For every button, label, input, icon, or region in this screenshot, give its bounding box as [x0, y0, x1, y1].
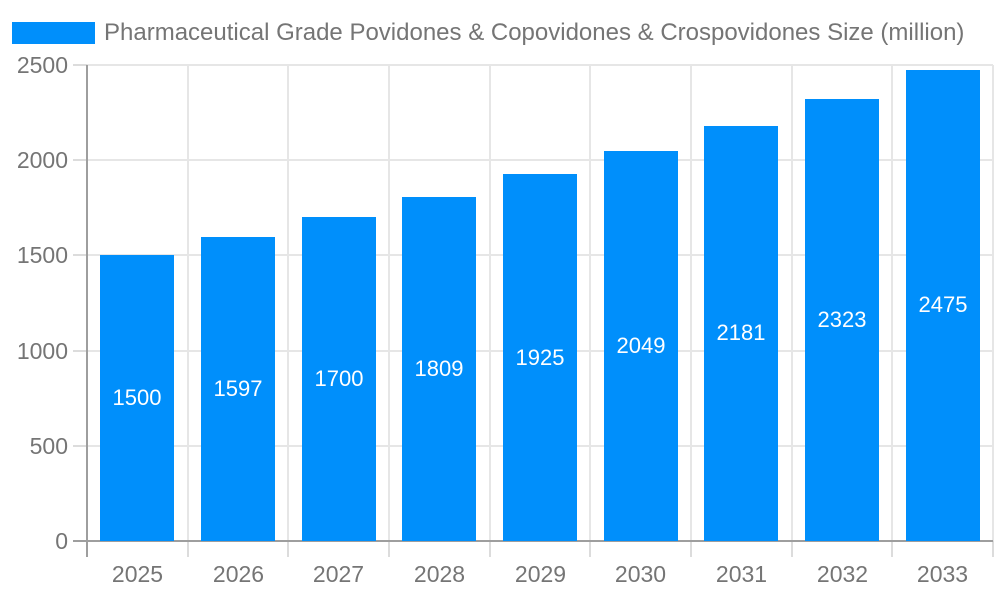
y-axis-line: [86, 65, 88, 557]
x-tick-label: 2030: [614, 561, 667, 587]
y-tick-label: 2500: [16, 52, 68, 78]
bar-value-label: 1597: [213, 376, 263, 401]
bar-value-label: 2181: [716, 320, 766, 345]
x-tick-label: 2028: [413, 561, 466, 587]
y-tick-label: 500: [29, 433, 68, 459]
bar-value-label: 1500: [112, 385, 162, 410]
chart-title: Pharmaceutical Grade Povidones & Copovid…: [104, 19, 965, 46]
v-gridline: [992, 65, 994, 541]
x-axis-tick: [891, 541, 893, 557]
y-tick-label: 0: [55, 528, 68, 554]
v-gridline: [187, 65, 189, 541]
x-tick-label: 2027: [312, 561, 365, 587]
bar[interactable]: [906, 70, 980, 541]
y-tick-label: 1500: [16, 242, 68, 268]
y-axis-tick: [73, 350, 87, 352]
bar-value-label: 2323: [817, 307, 867, 332]
bar-value-label: 1700: [314, 366, 364, 391]
x-tick-label: 2033: [916, 561, 969, 587]
y-axis-tick: [73, 445, 87, 447]
x-tick-label: 2026: [212, 561, 265, 587]
bar[interactable]: [100, 255, 174, 541]
h-gridline: [87, 64, 993, 66]
bar[interactable]: [805, 99, 879, 541]
legend-swatch-icon: [12, 22, 95, 44]
x-axis-tick: [690, 541, 692, 557]
x-axis-tick: [992, 541, 994, 557]
legend-item[interactable]: Pharmaceutical Grade Povidones & Copovid…: [12, 21, 964, 45]
bar-value-label: 2049: [616, 333, 666, 358]
x-axis-tick: [187, 541, 189, 557]
bar-value-label: 2475: [918, 292, 968, 317]
v-gridline: [589, 65, 591, 541]
bar-value-label: 1809: [414, 356, 464, 381]
v-gridline: [388, 65, 390, 541]
y-tick-label: 2000: [16, 147, 68, 173]
v-gridline: [287, 65, 289, 541]
x-axis-tick: [589, 541, 591, 557]
bar[interactable]: [503, 174, 577, 541]
y-axis-tick: [73, 64, 87, 66]
x-axis-tick: [791, 541, 793, 557]
v-gridline: [891, 65, 893, 541]
bar[interactable]: [704, 126, 778, 541]
x-axis-line: [73, 540, 993, 542]
x-tick-label: 2032: [816, 561, 869, 587]
y-axis-tick: [73, 159, 87, 161]
bar[interactable]: [201, 237, 275, 541]
x-axis-tick: [388, 541, 390, 557]
v-gridline: [690, 65, 692, 541]
v-gridline: [489, 65, 491, 541]
x-tick-label: 2031: [715, 561, 768, 587]
x-axis-tick: [287, 541, 289, 557]
y-axis-tick: [73, 254, 87, 256]
bar[interactable]: [604, 151, 678, 541]
bar[interactable]: [402, 197, 476, 541]
bar[interactable]: [302, 217, 376, 541]
v-gridline: [791, 65, 793, 541]
h-gridline: [87, 159, 993, 161]
x-axis-tick: [489, 541, 491, 557]
x-tick-label: 2025: [111, 561, 164, 587]
y-tick-label: 1000: [16, 338, 68, 364]
x-tick-label: 2029: [514, 561, 567, 587]
bar-value-label: 1925: [515, 345, 565, 370]
